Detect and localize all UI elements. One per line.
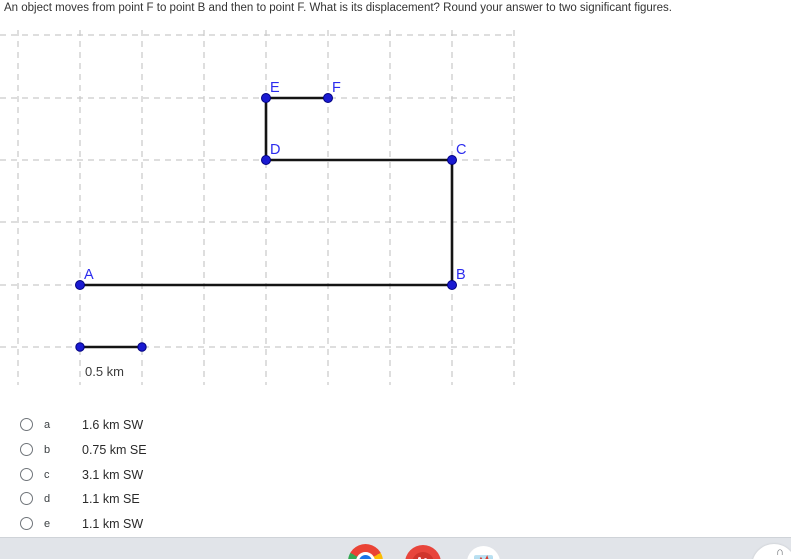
point-label-F: F [332,80,341,96]
option-text[interactable]: 1.1 km SW [82,517,144,532]
paint-app-thumbnail [474,555,493,559]
radio-option-d[interactable] [20,492,33,506]
option-letter: a [44,419,51,431]
option-letter: c [44,468,50,481]
option-text[interactable]: 3.1 km SW [82,467,144,482]
motion-path [80,96,454,287]
point-label-E: E [270,80,280,96]
option-row-c: c 3.1 km SW [0,463,300,488]
option-row-a: a 1.6 km SW [0,413,300,438]
point-label-B: B [456,267,466,283]
radio-option-b[interactable] [20,442,33,456]
point-label-D: D [270,142,280,158]
scale-bar-endpoint [75,342,85,352]
option-letter: b [44,443,51,456]
option-letter: d [44,493,51,506]
scale-label: 0.5 km [85,364,125,379]
point-A [75,280,85,290]
scale-bar-endpoint [137,342,147,352]
option-text[interactable]: 1.6 km SW [82,418,144,432]
question-text: An object moves from point F to point B … [4,2,672,14]
tray-glyph: ∩ [776,546,784,558]
option-text[interactable]: 1.1 km SE [82,492,140,507]
option-text[interactable]: 0.75 km SE [82,442,147,457]
point-label-A: A [84,267,94,283]
taskbar: ∩ [0,537,791,559]
chrome-icon[interactable] [348,544,383,559]
red-dots-app-icon[interactable] [405,545,441,559]
tray-partial-icon[interactable]: ∩ [752,544,791,559]
displacement-diagram: A B C D E F [0,30,520,386]
radio-option-c[interactable] [20,467,33,481]
point-B [447,280,457,290]
option-row-e: e 1.1 km SW [0,512,300,537]
radio-option-a[interactable] [20,418,33,431]
diagram-svg: A B C D E F [0,30,515,385]
answer-options: a 1.6 km SW b 0.75 km SE c 3.1 km SW d 1… [0,413,300,537]
radio-option-e[interactable] [20,517,33,531]
point-D [261,155,271,165]
option-row-b: b 0.75 km SE [0,438,300,463]
point-C [447,155,457,165]
point-label-C: C [456,142,466,158]
option-row-d: d 1.1 km SE [0,487,300,512]
paint-app-icon[interactable] [467,546,500,559]
option-letter: e [44,518,51,531]
point-F [323,93,333,103]
point-E [261,93,271,103]
